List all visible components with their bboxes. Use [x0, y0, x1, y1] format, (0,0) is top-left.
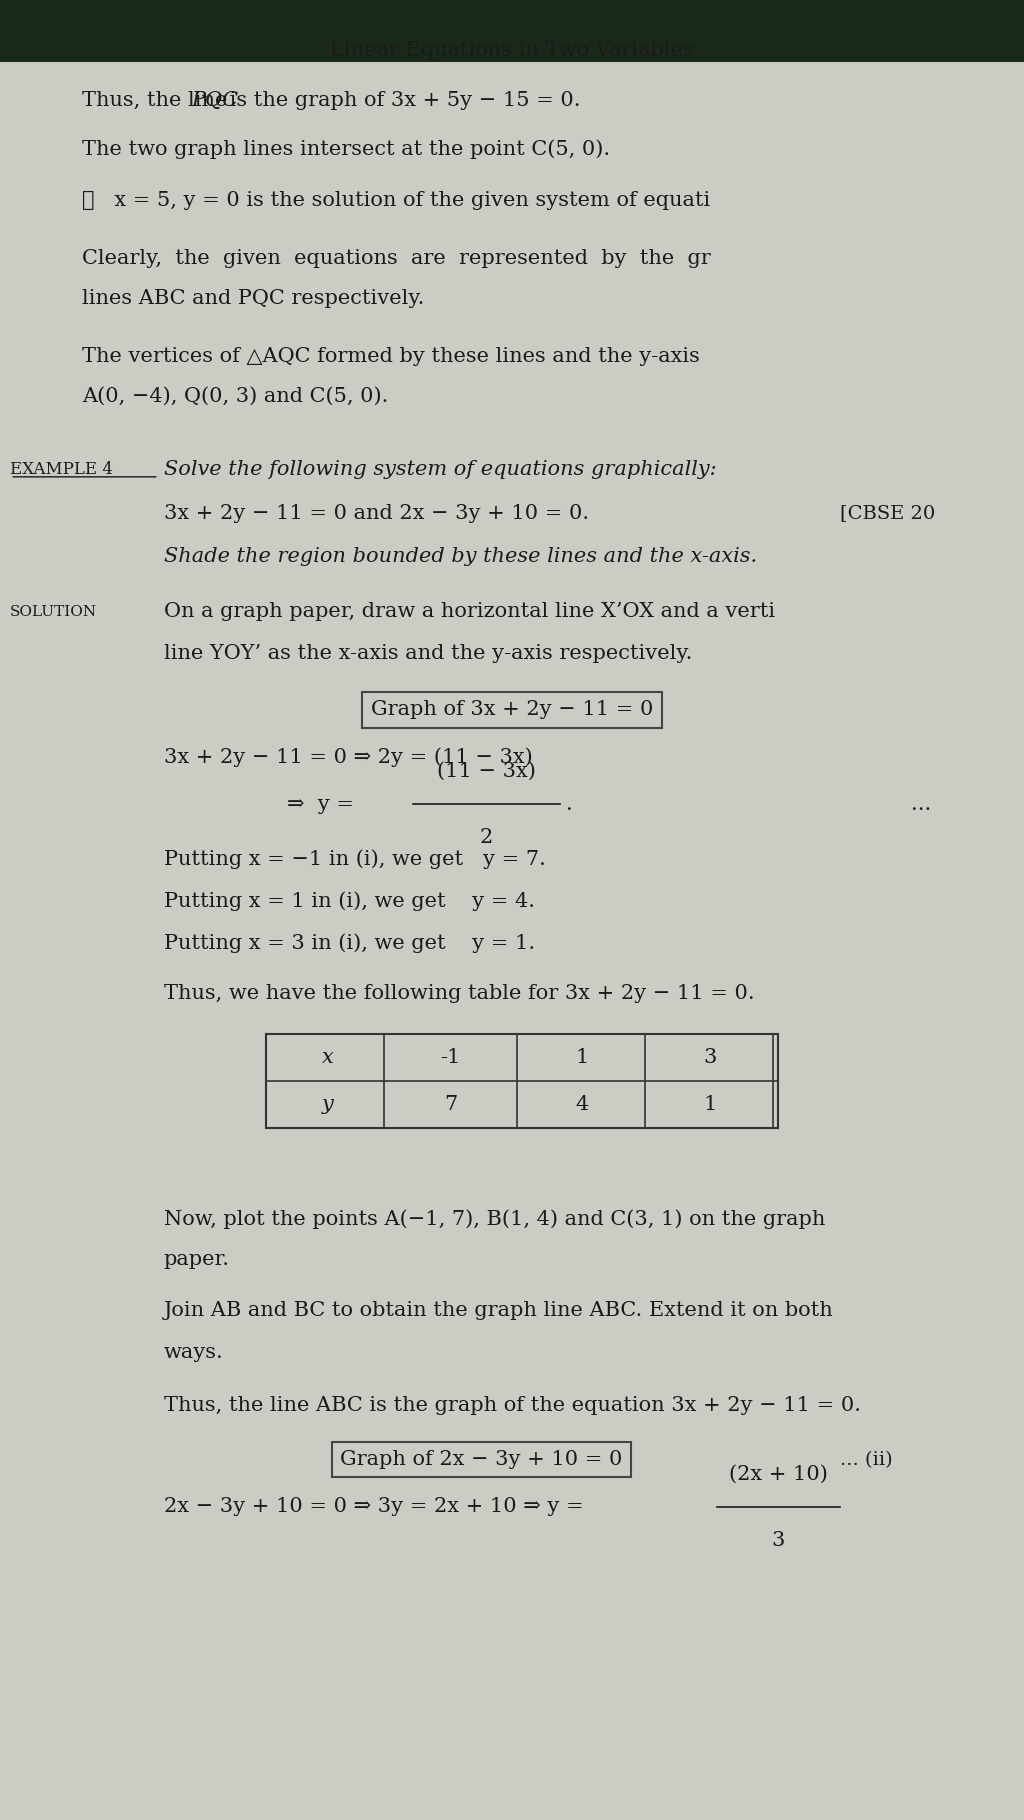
Text: .: . [566, 795, 573, 814]
Text: -1: -1 [440, 1048, 461, 1067]
Text: ... (ii): ... (ii) [840, 1451, 892, 1469]
Text: Join AB and BC to obtain the graph line ABC. Extend it on both: Join AB and BC to obtain the graph line … [164, 1301, 834, 1320]
Text: Now, plot the points A(−1, 7), B(1, 4) and C(3, 1) on the graph: Now, plot the points A(−1, 7), B(1, 4) a… [164, 1210, 825, 1228]
Text: 2x − 3y + 10 = 0 ⇒ 3y = 2x + 10 ⇒ y =: 2x − 3y + 10 = 0 ⇒ 3y = 2x + 10 ⇒ y = [164, 1498, 584, 1516]
Text: x: x [322, 1048, 334, 1067]
Text: 3x + 2y − 11 = 0 and 2x − 3y + 10 = 0.: 3x + 2y − 11 = 0 and 2x − 3y + 10 = 0. [164, 504, 589, 522]
Text: lines ABC and PQC respectively.: lines ABC and PQC respectively. [82, 289, 424, 308]
FancyBboxPatch shape [0, 0, 1024, 64]
Text: Thus, we have the following table for 3x + 2y − 11 = 0.: Thus, we have the following table for 3x… [164, 985, 755, 1003]
Text: 7: 7 [444, 1096, 457, 1114]
Text: 1: 1 [574, 1048, 589, 1067]
Text: y: y [322, 1096, 334, 1114]
Text: Thus, the line ABC is the graph of the equation 3x + 2y − 11 = 0.: Thus, the line ABC is the graph of the e… [164, 1396, 861, 1414]
Text: (11 − 3x): (11 − 3x) [437, 763, 536, 781]
Text: Putting x = 1 in (i), we get    y = 4.: Putting x = 1 in (i), we get y = 4. [164, 892, 535, 910]
Text: paper.: paper. [164, 1250, 229, 1269]
Text: SOLUTION: SOLUTION [10, 604, 97, 619]
Text: The two graph lines intersect at the point C(5, 0).: The two graph lines intersect at the poi… [82, 140, 610, 158]
Text: [CBSE 20: [CBSE 20 [840, 504, 935, 522]
Text: line YOY’ as the x-axis and the y-axis respectively.: line YOY’ as the x-axis and the y-axis r… [164, 644, 692, 662]
Text: (2x + 10): (2x + 10) [729, 1465, 827, 1483]
Text: Linear Equations in Two Variables: Linear Equations in Two Variables [330, 42, 694, 60]
Text: Shade the region bounded by these lines and the x-axis.: Shade the region bounded by these lines … [164, 548, 757, 566]
Text: ∴   x = 5, y = 0 is the solution of the given system of equati: ∴ x = 5, y = 0 is the solution of the gi… [82, 191, 711, 209]
Text: On a graph paper, draw a horizontal line X’OX and a verti: On a graph paper, draw a horizontal line… [164, 602, 775, 621]
Text: is the graph of 3x + 5y − 15 = 0.: is the graph of 3x + 5y − 15 = 0. [223, 91, 581, 109]
Text: A(0, −4), Q(0, 3) and C(5, 0).: A(0, −4), Q(0, 3) and C(5, 0). [82, 388, 388, 406]
Text: 4: 4 [575, 1096, 588, 1114]
Text: Clearly,  the  given  equations  are  represented  by  the  gr: Clearly, the given equations are represe… [82, 249, 711, 268]
Text: EXAMPLE 4: EXAMPLE 4 [10, 460, 114, 479]
Text: Putting x = −1 in (i), we get   y = 7.: Putting x = −1 in (i), we get y = 7. [164, 850, 546, 868]
Text: Thus, the line: Thus, the line [82, 91, 233, 109]
Text: 3x + 2y − 11 = 0 ⇒ 2y = (11 − 3x): 3x + 2y − 11 = 0 ⇒ 2y = (11 − 3x) [164, 748, 532, 766]
Text: 3: 3 [771, 1531, 785, 1549]
FancyBboxPatch shape [0, 62, 1024, 1820]
Text: 1: 1 [702, 1096, 717, 1114]
Text: Putting x = 3 in (i), we get    y = 1.: Putting x = 3 in (i), we get y = 1. [164, 934, 535, 952]
Text: Graph of 3x + 2y − 11 = 0: Graph of 3x + 2y − 11 = 0 [371, 701, 653, 719]
Text: PQC: PQC [191, 91, 239, 109]
Text: 3: 3 [702, 1048, 717, 1067]
Text: ways.: ways. [164, 1343, 223, 1361]
Text: ⇒  y =: ⇒ y = [287, 795, 353, 814]
Text: The vertices of △AQC formed by these lines and the y-axis: The vertices of △AQC formed by these lin… [82, 348, 699, 366]
Text: Solve the following system of equations graphically:: Solve the following system of equations … [164, 460, 717, 479]
Text: Graph of 2x − 3y + 10 = 0: Graph of 2x − 3y + 10 = 0 [340, 1451, 623, 1469]
FancyBboxPatch shape [266, 1034, 778, 1128]
Text: ...: ... [911, 795, 932, 814]
Text: 2: 2 [480, 828, 493, 846]
